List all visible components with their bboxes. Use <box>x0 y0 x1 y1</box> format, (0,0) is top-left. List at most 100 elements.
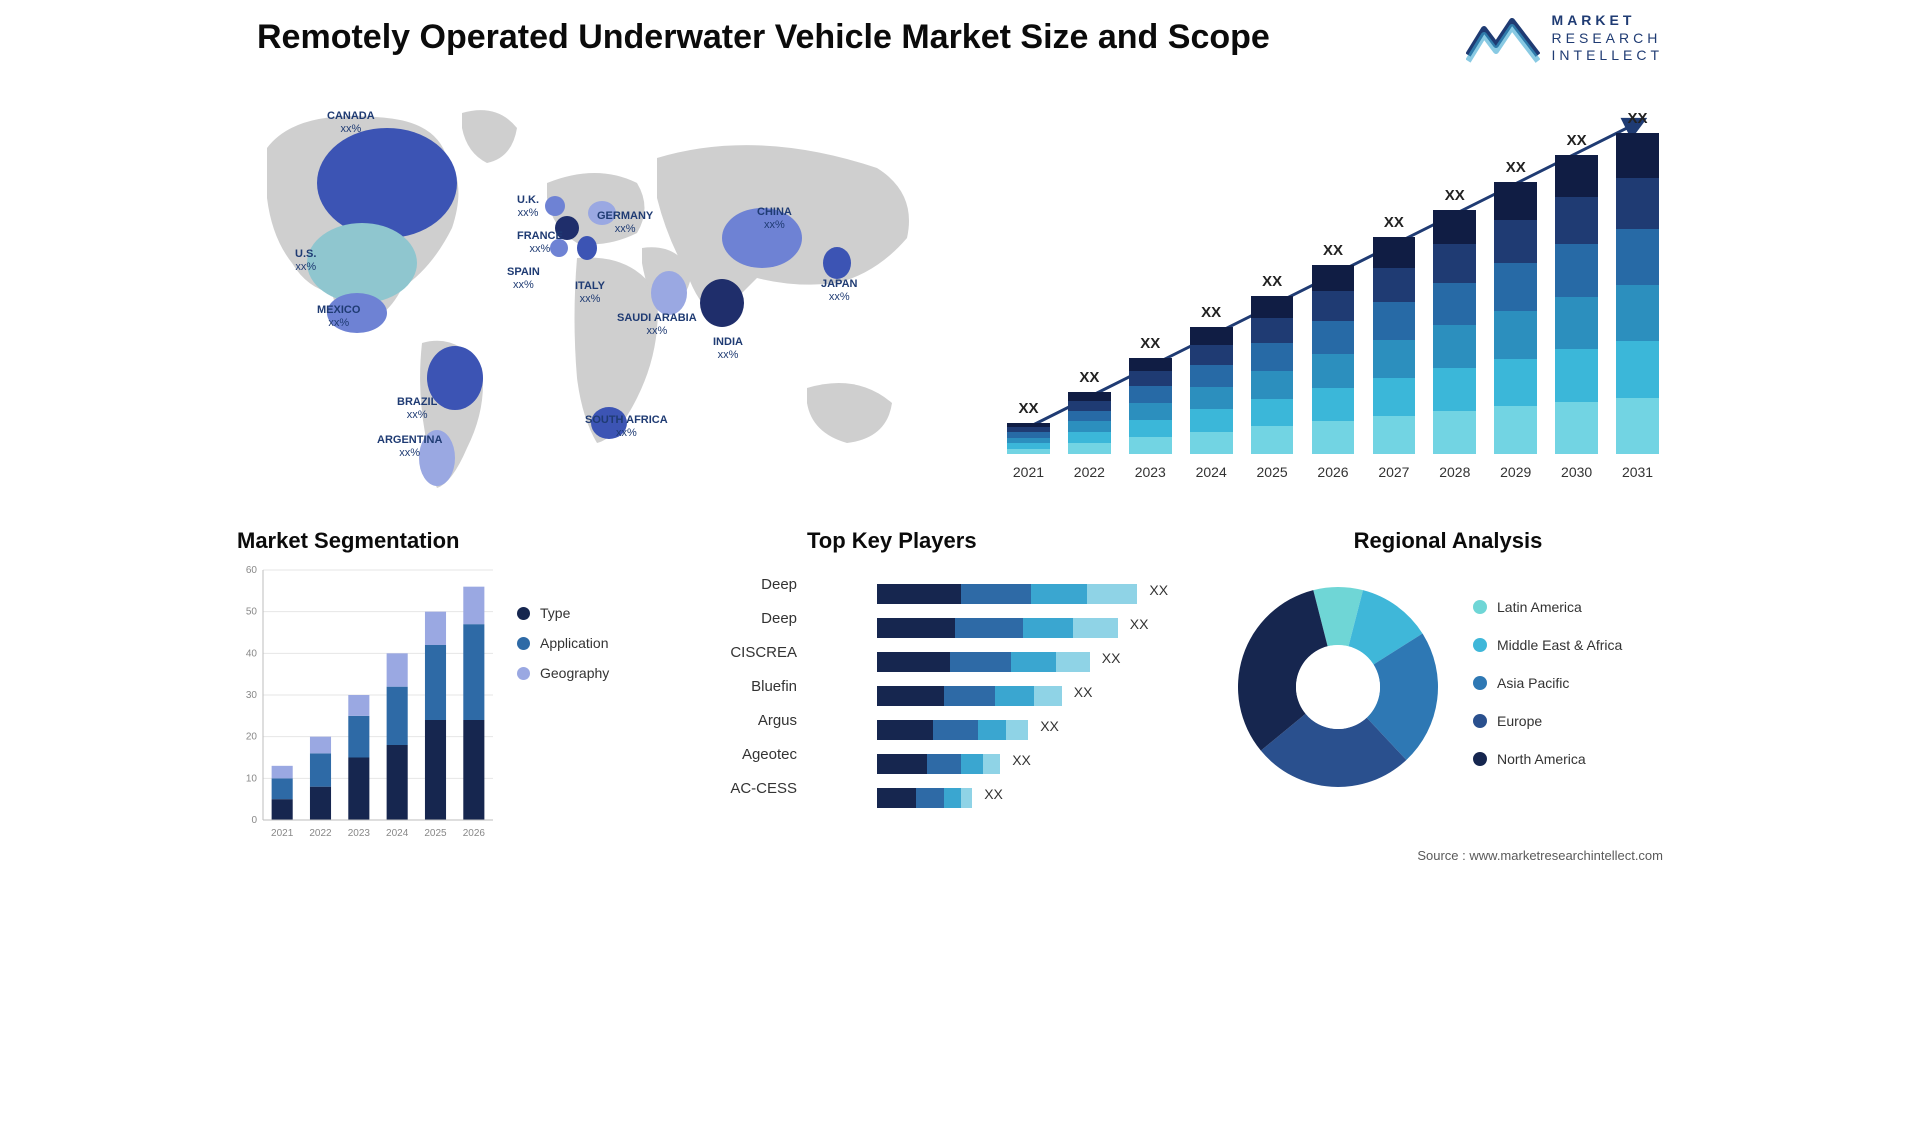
segmentation-bar-seg <box>348 758 369 821</box>
map-label: SPAINxx% <box>507 266 540 291</box>
player-value-label: XX <box>1012 752 1031 768</box>
player-label: Deep <box>707 602 797 636</box>
player-bar-row: XX <box>877 578 1187 612</box>
forecast-chart: XXXXXXXXXXXXXXXXXXXXXX 20212022202320242… <box>1003 110 1663 480</box>
player-value-label: XX <box>1074 684 1093 700</box>
map-label: CHINAxx% <box>757 206 792 231</box>
forecast-value-label: XX <box>1262 273 1282 290</box>
forecast-value-label: XX <box>1140 335 1160 352</box>
forecast-bar: XX <box>1429 110 1480 454</box>
segmentation-legend: TypeApplicationGeography <box>517 598 609 688</box>
forecast-year-label: 2027 <box>1368 464 1419 480</box>
segmentation-bar-seg <box>463 720 484 820</box>
map-label: CANADAxx% <box>327 110 375 135</box>
svg-text:2025: 2025 <box>424 828 447 839</box>
players-section: Top Key Players DeepDeepCISCREABluefinAr… <box>707 528 1207 848</box>
player-bar-row: XX <box>877 714 1187 748</box>
segmentation-bar-seg <box>348 716 369 758</box>
segmentation-bar-seg <box>387 653 408 686</box>
forecast-bar: XX <box>1308 110 1359 454</box>
forecast-year-label: 2030 <box>1551 464 1602 480</box>
map-region <box>307 223 417 303</box>
player-bar-row: XX <box>877 680 1187 714</box>
forecast-value-label: XX <box>1079 369 1099 386</box>
logo-line-1: MARKET <box>1552 12 1663 30</box>
forecast-value-label: XX <box>1445 187 1465 204</box>
svg-text:40: 40 <box>246 648 258 659</box>
segmentation-bar-seg <box>310 737 331 754</box>
legend-item: North America <box>1473 740 1622 778</box>
players-labels: DeepDeepCISCREABluefinArgusAgeotecAC-CES… <box>707 568 797 806</box>
forecast-value-label: XX <box>1018 400 1038 417</box>
svg-text:50: 50 <box>246 607 258 618</box>
forecast-year-label: 2028 <box>1429 464 1480 480</box>
forecast-value-label: XX <box>1323 242 1343 259</box>
svg-text:2024: 2024 <box>386 828 409 839</box>
map-label: BRAZILxx% <box>397 396 437 421</box>
segmentation-bar-seg <box>348 695 369 716</box>
forecast-year-label: 2024 <box>1186 464 1237 480</box>
forecast-year-label: 2031 <box>1612 464 1663 480</box>
players-heading: Top Key Players <box>807 528 1207 554</box>
map-region <box>823 247 851 279</box>
source-line: Source : www.marketresearchintellect.com <box>1417 848 1663 863</box>
map-label: U.S.xx% <box>295 248 316 273</box>
svg-text:2023: 2023 <box>348 828 371 839</box>
segmentation-bar-seg <box>463 587 484 625</box>
player-label: Bluefin <box>707 670 797 704</box>
logo-line-2: RESEARCH <box>1552 30 1663 48</box>
segmentation-bar-seg <box>463 624 484 720</box>
segmentation-chart: 0102030405060202120222023202420252026 <box>237 564 497 844</box>
forecast-value-label: XX <box>1384 214 1404 231</box>
svg-text:0: 0 <box>251 815 257 826</box>
segmentation-bar-seg <box>425 612 446 645</box>
map-region <box>651 271 687 315</box>
player-label: Deep <box>707 568 797 602</box>
logo-mark-icon <box>1466 13 1540 63</box>
map-label: SAUDI ARABIAxx% <box>617 312 697 337</box>
players-bars: XXXXXXXXXXXXXX <box>877 578 1187 816</box>
forecast-bar: XX <box>1612 110 1663 454</box>
world-map: CANADAxx%U.S.xx%MEXICOxx%BRAZILxx%ARGENT… <box>237 88 957 508</box>
map-region <box>577 236 597 260</box>
svg-text:2022: 2022 <box>309 828 332 839</box>
map-label: FRANCExx% <box>517 230 563 255</box>
forecast-year-label: 2022 <box>1064 464 1115 480</box>
map-label: INDIAxx% <box>713 336 743 361</box>
logo-line-3: INTELLECT <box>1552 47 1663 65</box>
player-value-label: XX <box>1040 718 1059 734</box>
map-region <box>545 196 565 216</box>
forecast-value-label: XX <box>1506 159 1526 176</box>
svg-text:30: 30 <box>246 690 258 701</box>
svg-text:2026: 2026 <box>463 828 486 839</box>
regional-donut <box>1223 572 1453 802</box>
player-label: AC-CESS <box>707 772 797 806</box>
segmentation-bar-seg <box>387 687 408 745</box>
map-region <box>317 128 457 238</box>
regional-legend: Latin AmericaMiddle East & AfricaAsia Pa… <box>1473 588 1622 778</box>
regional-heading: Regional Analysis <box>1223 528 1673 554</box>
legend-item: Asia Pacific <box>1473 664 1622 702</box>
forecast-bar: XX <box>1247 110 1298 454</box>
map-label: SOUTH AFRICAxx% <box>585 414 668 439</box>
player-bar-row: XX <box>877 782 1187 816</box>
forecast-year-label: 2021 <box>1003 464 1054 480</box>
segmentation-bar-seg <box>425 645 446 720</box>
legend-item: Geography <box>517 658 609 688</box>
segmentation-bar-seg <box>272 766 293 779</box>
segmentation-heading: Market Segmentation <box>237 528 687 554</box>
brand-logo: MARKET RESEARCH INTELLECT <box>1466 12 1663 65</box>
forecast-bar: XX <box>1125 110 1176 454</box>
player-value-label: XX <box>1130 616 1149 632</box>
forecast-year-label: 2025 <box>1247 464 1298 480</box>
regional-section: Regional Analysis Latin AmericaMiddle Ea… <box>1223 528 1673 848</box>
forecast-year-label: 2026 <box>1308 464 1359 480</box>
map-region <box>700 279 744 327</box>
segmentation-bar-seg <box>272 778 293 799</box>
player-value-label: XX <box>984 786 1003 802</box>
player-bar-row: XX <box>877 748 1187 782</box>
segmentation-bar-seg <box>310 753 331 786</box>
segmentation-section: Market Segmentation 01020304050602021202… <box>237 528 687 848</box>
legend-item: Type <box>517 598 609 628</box>
segmentation-bar-seg <box>310 787 331 820</box>
